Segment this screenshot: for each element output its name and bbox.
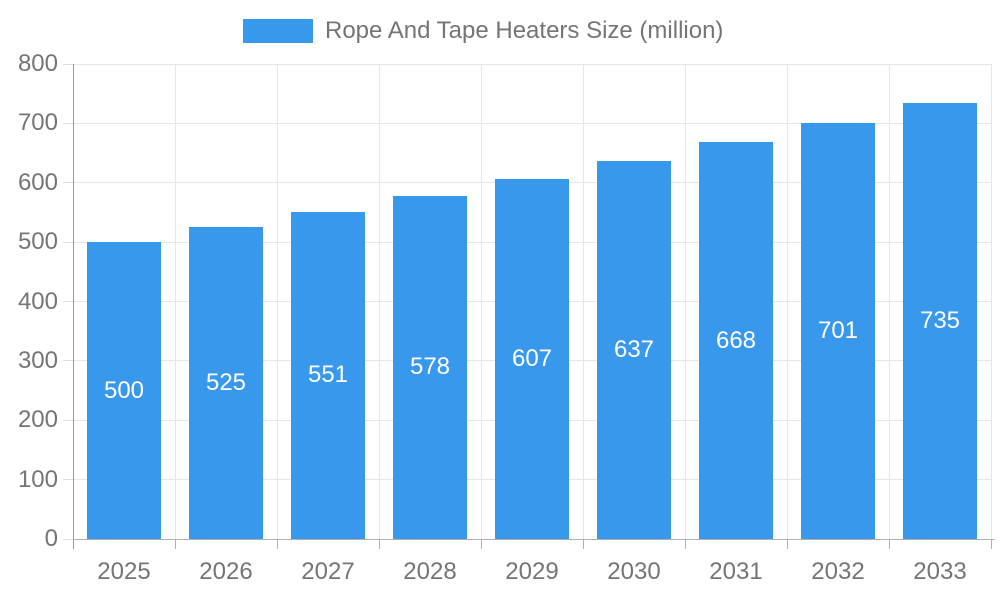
x-tick [480, 539, 482, 549]
y-tick [63, 479, 73, 481]
x-axis-label: 2025 [97, 558, 151, 585]
y-tick [63, 63, 73, 65]
x-tick [174, 539, 176, 549]
y-tick [63, 241, 73, 243]
x-tick [582, 539, 584, 549]
y-axis-label: 300 [17, 346, 58, 374]
y-tick [63, 122, 73, 124]
y-axis-label: 0 [44, 525, 58, 552]
bar-value-label: 735 [919, 306, 961, 334]
legend-label: Rope And Tape Heaters Size (million) [325, 17, 724, 44]
y-tick [63, 360, 73, 362]
bar: 551 [291, 211, 365, 539]
y-axis-label: 400 [17, 287, 58, 315]
bar: 607 [495, 178, 569, 539]
x-axis-label: 2030 [607, 558, 661, 585]
bar-value-label: 701 [817, 316, 859, 344]
y-tick [63, 182, 73, 184]
x-axis-label: 2029 [505, 558, 559, 585]
bar: 525 [189, 227, 263, 539]
bar-value-label: 525 [205, 369, 247, 397]
bar-value-label: 668 [715, 326, 757, 354]
v-gridline [378, 64, 380, 539]
h-gridline [73, 63, 991, 65]
x-tick [684, 539, 686, 549]
x-axis-label: 2026 [199, 558, 253, 585]
v-gridline [276, 64, 278, 539]
x-axis-label: 2028 [403, 558, 457, 585]
x-axis-label: 2027 [301, 558, 355, 585]
bar: 701 [801, 122, 875, 539]
y-tick [63, 538, 73, 540]
y-axis-label: 800 [17, 50, 58, 77]
x-axis-label: 2033 [913, 558, 967, 585]
x-tick [888, 539, 890, 549]
bar: 735 [903, 102, 977, 539]
y-tick [63, 301, 73, 302]
y-axis-label: 500 [17, 228, 58, 256]
y-axis-label: 700 [17, 109, 58, 137]
x-axis-label: 2032 [811, 558, 865, 585]
v-gridline [582, 64, 584, 539]
bar-value-label: 637 [613, 335, 655, 363]
y-tick [63, 419, 73, 421]
x-tick [990, 539, 992, 549]
legend-item[interactable]: Rope And Tape Heaters Size (million) [243, 17, 723, 45]
h-gridline [73, 122, 991, 124]
v-gridline [174, 64, 176, 539]
bar: 668 [699, 142, 773, 539]
v-gridline [888, 64, 890, 539]
x-tick [786, 539, 788, 549]
v-gridline [684, 64, 686, 539]
x-axis-line [73, 538, 995, 540]
v-gridline [480, 64, 482, 539]
y-axis-label: 600 [17, 168, 58, 196]
v-gridline [786, 64, 788, 539]
y-axis-label: 100 [17, 465, 58, 493]
x-axis-label: 2031 [709, 558, 763, 585]
y-axis-line [72, 64, 74, 549]
bar-value-label: 551 [307, 361, 349, 389]
bar: 500 [87, 242, 161, 539]
v-gridline [990, 64, 992, 539]
bar-value-label: 500 [103, 376, 145, 404]
x-tick [378, 539, 380, 549]
bar-value-label: 578 [409, 353, 451, 381]
legend-swatch [243, 19, 313, 43]
bar: 637 [597, 160, 671, 539]
x-tick [276, 539, 278, 549]
y-axis-label: 200 [17, 406, 58, 434]
bar: 578 [393, 195, 467, 539]
bar-value-label: 607 [511, 344, 553, 372]
